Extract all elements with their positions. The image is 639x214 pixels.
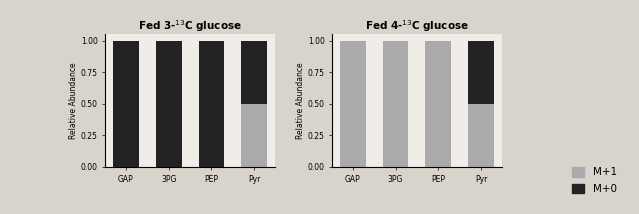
Bar [426,41,451,167]
Bar [340,41,366,167]
Bar [383,41,408,167]
Bar [242,41,267,104]
Legend: M+1, M+0: M+1, M+0 [567,163,621,198]
Bar [468,104,494,167]
Bar [199,41,224,167]
Bar [156,41,181,167]
Title: Fed 4-$^{13}$C glucose: Fed 4-$^{13}$C glucose [365,18,469,34]
Bar [468,41,494,104]
Y-axis label: Relative Abundance: Relative Abundance [69,62,78,139]
Bar [242,104,267,167]
Y-axis label: Relative Abundance: Relative Abundance [296,62,305,139]
Bar [113,41,139,167]
Title: Fed 3-$^{13}$C glucose: Fed 3-$^{13}$C glucose [138,18,242,34]
